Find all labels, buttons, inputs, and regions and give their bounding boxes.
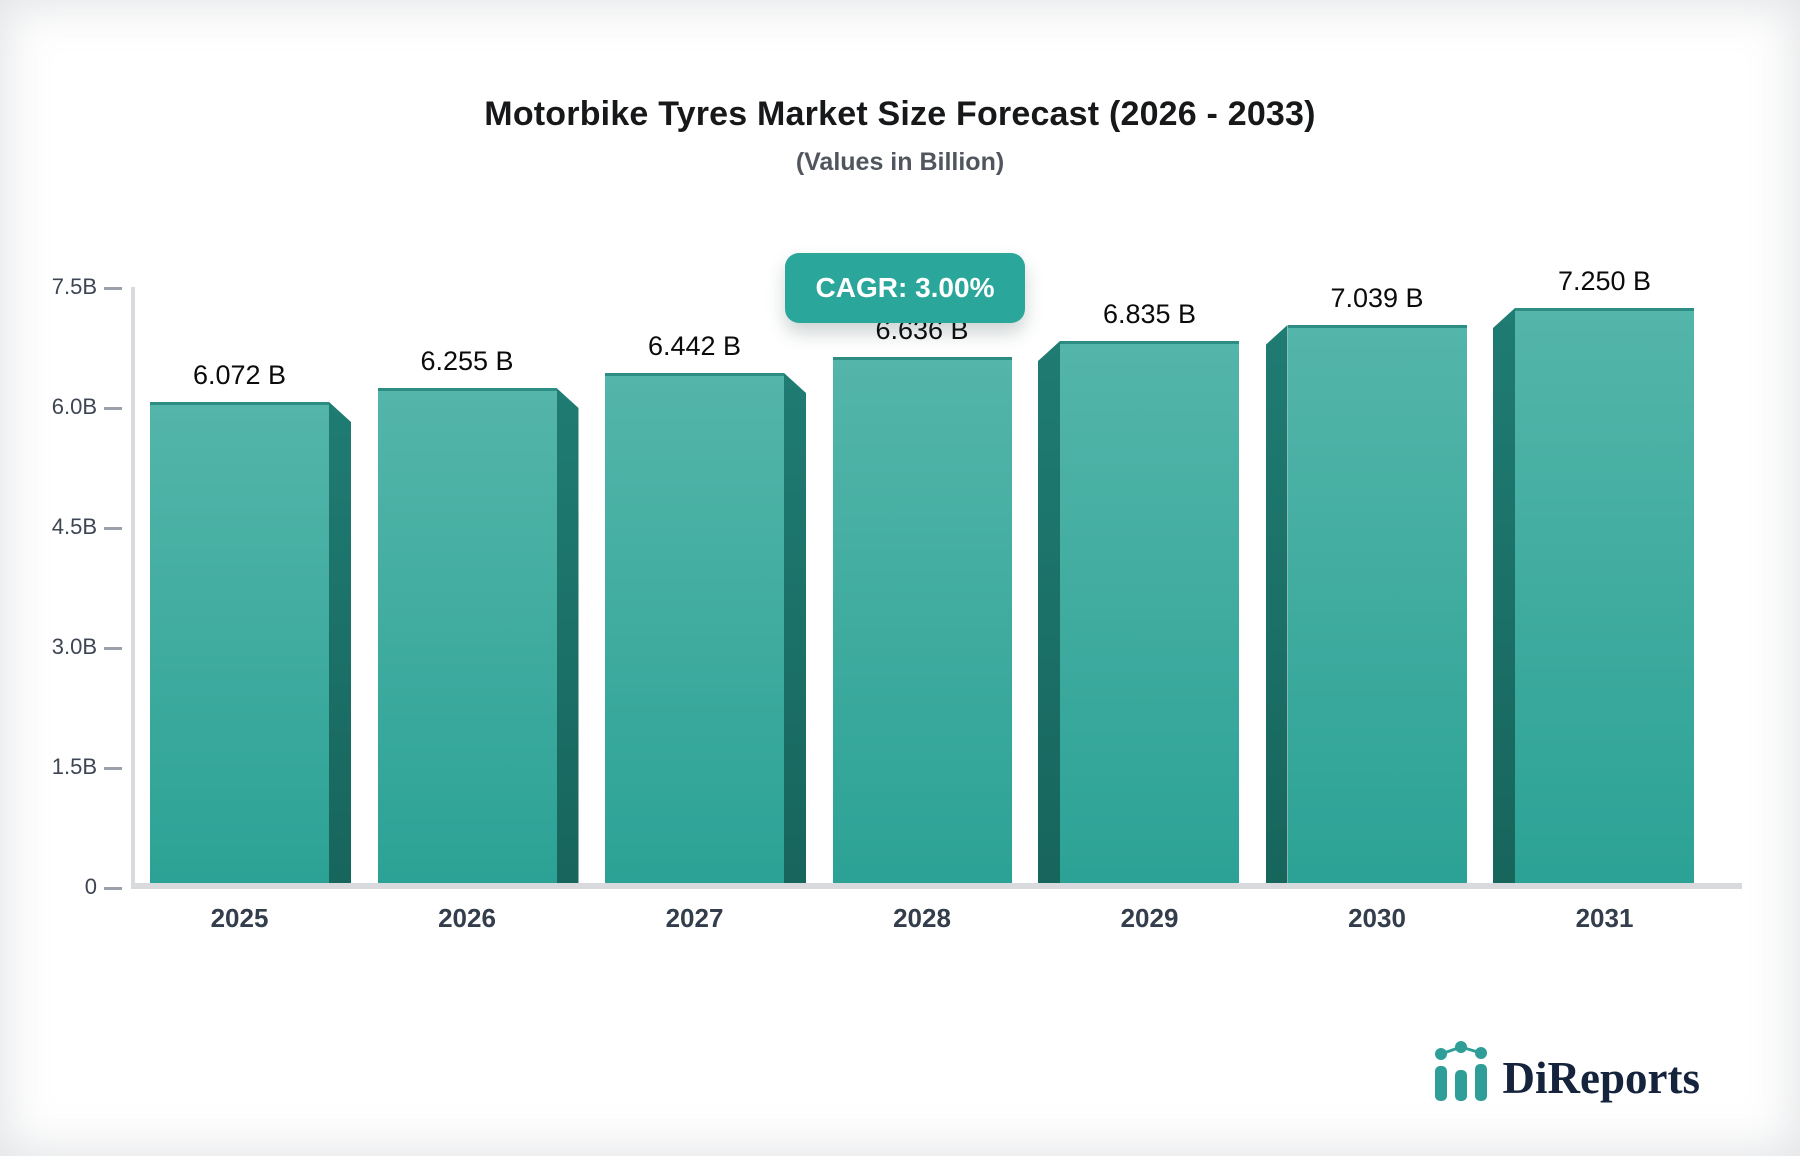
bar-value-label: 6.255 B — [420, 346, 514, 376]
bar-2028[interactable] — [832, 357, 1012, 888]
y-tick-mark — [104, 767, 122, 770]
x-tick-label-2031: 2031 — [1575, 903, 1634, 933]
y-tick-mark — [104, 527, 122, 530]
y-tick-label: 3.0B — [51, 634, 97, 659]
y-tick-label: 4.5B — [51, 514, 97, 539]
bar-side-face — [1038, 341, 1060, 888]
y-tick-label: 0 — [84, 874, 97, 899]
bar-side-face — [1493, 308, 1515, 888]
y-tick-label: 7.5B — [51, 274, 97, 299]
bar-value-label: 7.039 B — [1330, 283, 1424, 313]
bar-2027[interactable] — [605, 373, 784, 888]
y-tick-mark — [104, 647, 122, 650]
bar-value-label: 6.072 B — [192, 360, 287, 390]
direports-logo-text: DiReports — [1502, 1053, 1700, 1103]
x-tick-label-2027: 2027 — [665, 903, 724, 933]
y-axis-line — [131, 287, 135, 888]
bar-value-label: 6.442 B — [647, 331, 742, 361]
bar-side-face — [784, 373, 806, 888]
x-tick-label-2030: 2030 — [1348, 903, 1406, 933]
y-tick-mark — [104, 887, 122, 890]
bar-2030[interactable] — [1287, 325, 1467, 888]
cagr-badge: CAGR: 3.00% — [785, 253, 1025, 323]
bar-chart-with-trend-icon — [1434, 1041, 1487, 1101]
x-tick-label-2029: 2029 — [1120, 903, 1179, 933]
bar-value-label: 7.250 B — [1557, 266, 1652, 296]
y-tick-label: 6.0B — [51, 394, 97, 419]
x-tick-label-2025: 2025 — [210, 903, 269, 933]
bar-value-label: 6.835 B — [1102, 299, 1197, 329]
bar-2031[interactable] — [1515, 308, 1694, 888]
bar-2029[interactable] — [1060, 341, 1239, 888]
bar-2026[interactable] — [377, 388, 557, 888]
x-axis-line — [131, 883, 1742, 889]
bar-2025[interactable] — [150, 402, 329, 888]
bar-side-face — [329, 402, 351, 888]
bar-side-face — [556, 388, 579, 888]
y-tick-mark — [104, 287, 122, 290]
direports-logo: DiReports — [1431, 1041, 1700, 1101]
y-tick-label: 1.5B — [51, 754, 97, 779]
chart-subtitle: (Values in Billion) — [795, 148, 1005, 176]
chart-title: Motorbike Tyres Market Size Forecast (20… — [484, 95, 1316, 133]
bar-side-face — [1265, 325, 1288, 888]
x-tick-label-2026: 2026 — [438, 903, 496, 933]
y-tick-mark — [104, 407, 122, 410]
x-tick-label-2028: 2028 — [893, 903, 951, 933]
